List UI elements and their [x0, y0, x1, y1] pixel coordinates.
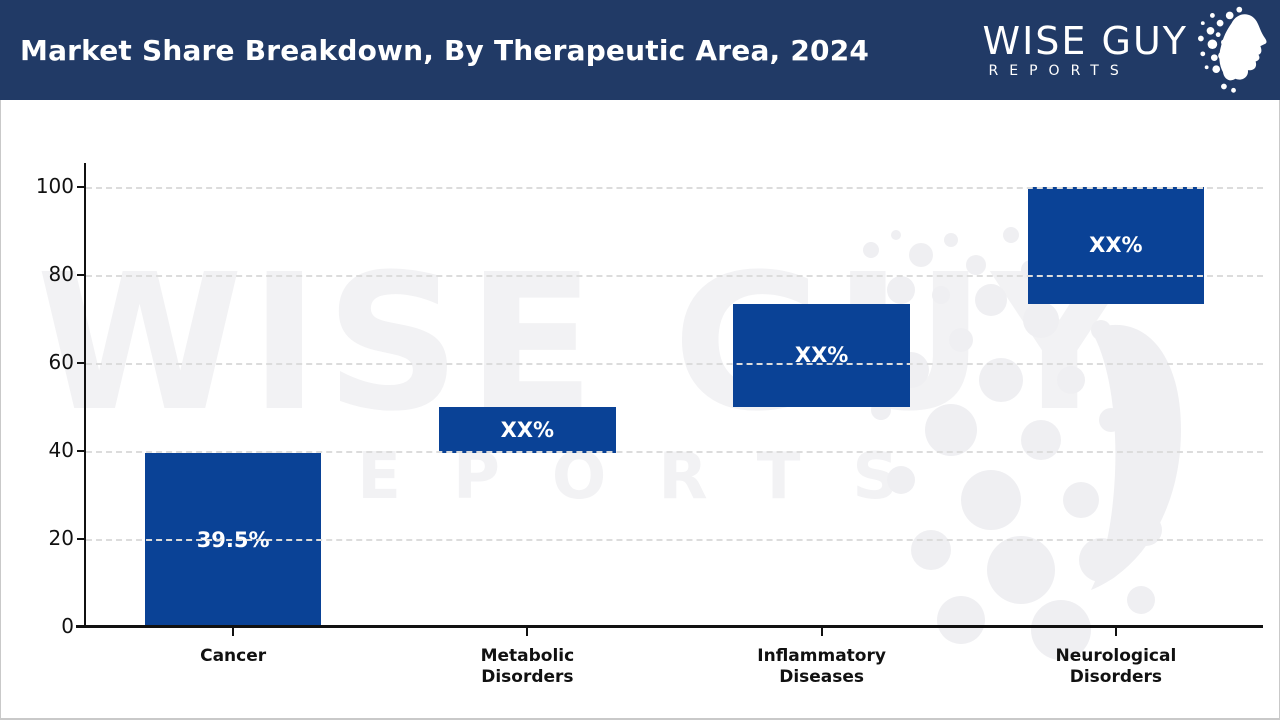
x-tick-metabolic-disorders — [526, 628, 529, 636]
gridline-20 — [86, 539, 1263, 541]
y-label-60: 60 — [48, 350, 74, 374]
wiseguy-logo: WISE GUY REPORTS — [983, 2, 1270, 98]
y-label-80: 80 — [48, 262, 74, 286]
y-tick-80 — [77, 274, 85, 276]
logo-wordmark-sub: REPORTS — [988, 62, 1130, 79]
y-label-100: 100 — [35, 174, 74, 198]
plot: 39.5% XX% XX% XX% — [86, 187, 1263, 627]
y-label-20: 20 — [48, 526, 74, 550]
x-tick-cancer — [232, 628, 235, 636]
x-label-cancer: Cancer — [200, 646, 267, 666]
x-tick-inflammatory-diseases — [820, 628, 823, 636]
bar-neurological-disorders: XX% — [1027, 187, 1205, 304]
bar-value-label: XX% — [1089, 233, 1143, 258]
gridline-60 — [86, 363, 1263, 365]
bar-inflammatory-diseases: XX% — [733, 303, 910, 407]
x-label-metabolic-disorders: Metabolic Disorders — [480, 646, 575, 688]
page-title: Market Share Breakdown, By Therapeutic A… — [20, 33, 870, 67]
y-tick-20 — [77, 538, 85, 540]
logo-wordmark: WISE GUY REPORTS — [983, 22, 1188, 79]
gridline-100 — [86, 187, 1263, 189]
x-axis-line — [76, 625, 1263, 628]
header: Market Share Breakdown, By Therapeutic A… — [0, 0, 1280, 100]
y-axis-line — [84, 163, 86, 627]
bar-value-label: XX% — [500, 418, 555, 443]
gridline-40 — [86, 451, 1263, 453]
chart-area: WISE GUY REPORTS 39.5% XX% XX% XX% Cancer — [0, 100, 1280, 720]
watermark-subtext: REPORTS — [256, 440, 951, 514]
x-label-inflammatory-diseases: Inflammatory Diseases — [757, 646, 886, 688]
x-label-neurological-disorders: Neurological Disorders — [1055, 646, 1177, 688]
bar-metabolic-disorders: XX% — [439, 407, 616, 454]
gridline-80 — [86, 275, 1263, 277]
logo-wordmark-main: WISE GUY — [982, 18, 1188, 63]
y-tick-60 — [77, 362, 85, 364]
logo-face-icon — [1198, 6, 1267, 93]
y-tick-100 — [77, 186, 85, 188]
y-label-0: 0 — [61, 614, 74, 638]
y-tick-40 — [77, 450, 85, 452]
y-label-40: 40 — [48, 438, 74, 462]
x-tick-neurological-disorders — [1114, 628, 1117, 636]
